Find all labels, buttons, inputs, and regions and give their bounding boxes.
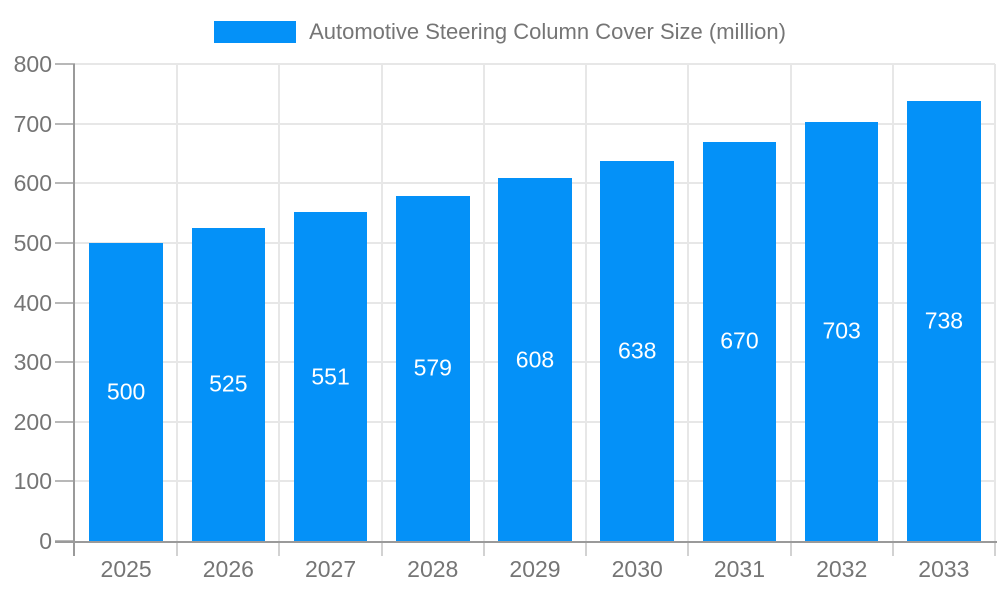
gridline-vertical <box>891 64 894 541</box>
bar[interactable]: 579 <box>395 195 470 541</box>
bar-value-label: 500 <box>106 378 146 405</box>
bar[interactable]: 703 <box>804 121 879 541</box>
bar[interactable]: 738 <box>907 100 981 541</box>
x-axis-label: 2028 <box>407 556 459 582</box>
x-axis-tick <box>176 541 179 556</box>
bar-value-label: 738 <box>924 307 964 334</box>
x-axis-tick <box>482 541 485 556</box>
y-axis-tick <box>55 480 75 483</box>
y-axis-label: 700 <box>13 110 52 137</box>
bar[interactable]: 551 <box>293 212 368 541</box>
bar[interactable]: 525 <box>191 227 266 541</box>
bar-value-label: 670 <box>720 327 759 354</box>
x-axis-tick <box>789 541 792 556</box>
gridline-horizontal <box>75 122 995 125</box>
gridline-vertical <box>687 64 690 541</box>
x-axis-tick <box>687 541 690 556</box>
gridline-vertical <box>585 64 588 541</box>
bar[interactable]: 638 <box>600 160 675 541</box>
y-axis-label: 200 <box>13 408 52 435</box>
y-axis-tick <box>55 241 75 244</box>
x-axis-label: 2031 <box>713 556 766 582</box>
gridline-vertical <box>176 64 179 541</box>
x-axis-tick <box>994 541 996 556</box>
y-axis-tick <box>55 63 75 65</box>
gridline-vertical <box>789 64 792 541</box>
x-axis-label: 2025 <box>100 556 152 582</box>
y-axis-tick <box>55 182 75 185</box>
gridline-horizontal <box>75 63 995 65</box>
x-axis-tick <box>278 541 281 556</box>
gridline-vertical <box>994 64 996 541</box>
bar-value-label: 703 <box>822 317 861 344</box>
gridline-vertical <box>278 64 281 541</box>
bar-value-label: 579 <box>413 354 452 381</box>
x-axis-line <box>55 541 997 543</box>
y-axis-tick <box>55 420 75 423</box>
y-axis-label: 0 <box>39 528 52 554</box>
y-axis-tick <box>55 122 75 125</box>
x-axis-label: 2026 <box>202 556 254 582</box>
legend: Automotive Steering Column Cover Size (m… <box>0 19 1000 44</box>
bar[interactable]: 608 <box>498 178 572 541</box>
y-axis-label: 500 <box>13 229 52 256</box>
legend-swatch[interactable] <box>214 21 297 43</box>
gridline-vertical <box>482 64 485 541</box>
bar-value-label: 551 <box>311 363 350 390</box>
y-axis-label: 300 <box>13 349 52 376</box>
x-axis-tick <box>380 541 383 556</box>
bar-value-label: 638 <box>618 337 657 364</box>
bar-value-label: 608 <box>515 346 555 373</box>
gridline-vertical <box>380 64 383 541</box>
x-axis-label: 2027 <box>304 556 357 582</box>
x-axis-label: 2033 <box>918 556 970 582</box>
y-axis-label: 600 <box>13 170 52 197</box>
bar-value-label: 525 <box>209 370 248 397</box>
y-axis-label: 400 <box>13 289 52 316</box>
x-axis-label: 2032 <box>816 556 868 582</box>
bar[interactable]: 500 <box>89 242 163 541</box>
x-axis-tick <box>585 541 588 556</box>
y-axis-label: 100 <box>13 468 52 495</box>
y-axis-tick <box>55 301 75 304</box>
bar[interactable]: 670 <box>702 141 777 541</box>
legend-label[interactable]: Automotive Steering Column Cover Size (m… <box>309 19 786 44</box>
x-axis-label: 2030 <box>611 556 663 582</box>
y-axis-label: 800 <box>13 51 52 77</box>
x-axis-tick <box>891 541 894 556</box>
y-axis-line <box>73 64 75 556</box>
y-axis-tick <box>55 361 75 364</box>
x-axis-label: 2029 <box>509 556 561 582</box>
